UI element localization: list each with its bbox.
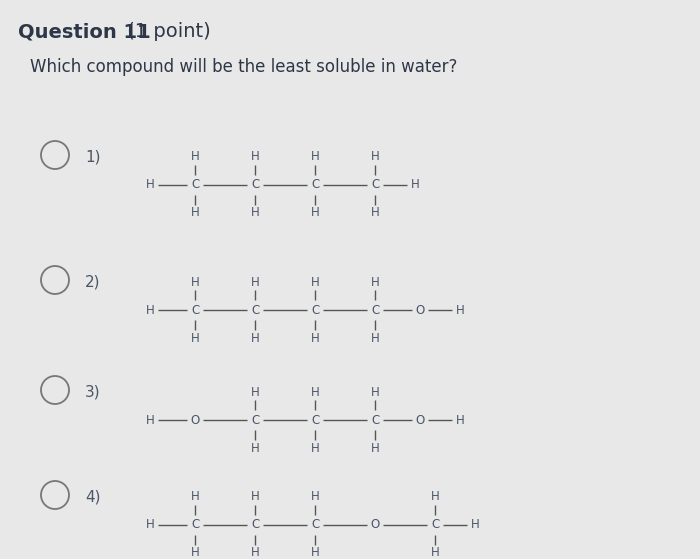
Text: H: H (311, 276, 319, 288)
Text: H: H (370, 276, 379, 288)
Text: H: H (370, 206, 379, 220)
Text: C: C (191, 304, 199, 316)
Text: C: C (311, 414, 319, 427)
Text: H: H (251, 490, 260, 504)
Text: H: H (456, 414, 464, 427)
Text: H: H (411, 178, 419, 192)
Text: C: C (311, 178, 319, 192)
Text: H: H (190, 276, 199, 288)
Text: H: H (311, 386, 319, 399)
Text: 2): 2) (85, 274, 101, 290)
Text: O: O (415, 304, 425, 316)
Text: H: H (190, 331, 199, 344)
Text: H: H (190, 206, 199, 220)
Text: H: H (251, 331, 260, 344)
Text: H: H (311, 150, 319, 163)
Text: H: H (311, 547, 319, 559)
Text: H: H (311, 331, 319, 344)
Text: O: O (370, 519, 379, 532)
Text: H: H (146, 178, 155, 192)
Text: H: H (190, 490, 199, 504)
Text: H: H (311, 442, 319, 454)
Text: C: C (191, 519, 199, 532)
Text: C: C (191, 178, 199, 192)
Text: H: H (311, 206, 319, 220)
Text: H: H (146, 304, 155, 316)
Text: H: H (146, 519, 155, 532)
Text: H: H (370, 150, 379, 163)
Text: O: O (415, 414, 425, 427)
Text: C: C (431, 519, 439, 532)
Text: C: C (251, 178, 259, 192)
Text: H: H (430, 547, 440, 559)
Text: H: H (370, 331, 379, 344)
Text: H: H (251, 276, 260, 288)
Text: H: H (251, 547, 260, 559)
Text: H: H (470, 519, 480, 532)
Text: H: H (456, 304, 464, 316)
Text: Question 11: Question 11 (18, 22, 150, 41)
Text: C: C (371, 304, 379, 316)
Text: (1 point): (1 point) (121, 22, 211, 41)
Text: O: O (190, 414, 199, 427)
Text: H: H (251, 150, 260, 163)
Text: H: H (251, 386, 260, 399)
Text: Which compound will be the least soluble in water?: Which compound will be the least soluble… (30, 58, 457, 76)
Text: H: H (311, 490, 319, 504)
Text: H: H (146, 414, 155, 427)
Text: H: H (370, 442, 379, 454)
Text: C: C (371, 178, 379, 192)
Text: C: C (251, 304, 259, 316)
Text: C: C (251, 519, 259, 532)
Text: 4): 4) (85, 490, 101, 505)
Text: H: H (251, 206, 260, 220)
Text: H: H (430, 490, 440, 504)
Text: C: C (311, 304, 319, 316)
Text: C: C (371, 414, 379, 427)
Text: 3): 3) (85, 385, 101, 400)
Text: H: H (190, 150, 199, 163)
Text: H: H (251, 442, 260, 454)
Text: C: C (251, 414, 259, 427)
Text: C: C (311, 519, 319, 532)
Text: H: H (370, 386, 379, 399)
Text: H: H (190, 547, 199, 559)
Text: 1): 1) (85, 149, 101, 164)
